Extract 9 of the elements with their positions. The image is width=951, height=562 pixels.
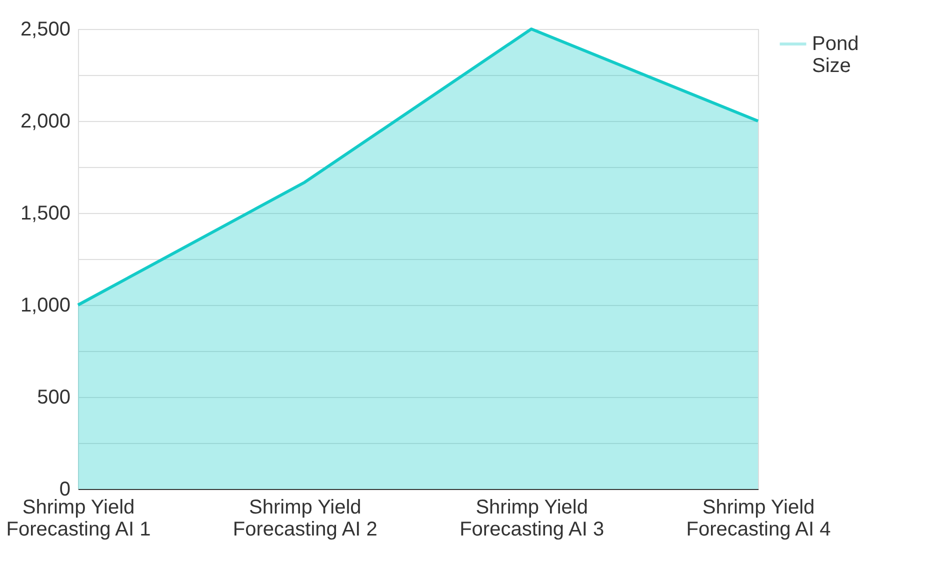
y-tick-label: 2,000 [20, 110, 70, 132]
legend-label: Pond Size [812, 33, 859, 77]
x-tick-label: Shrimp Yield Forecasting AI 4 [686, 496, 831, 540]
x-tick-label: Shrimp Yield Forecasting AI 2 [232, 496, 378, 540]
x-tick-label: Shrimp Yield Forecasting AI 3 [460, 496, 604, 540]
y-tick-label: 1,500 [20, 202, 70, 224]
y-tick-label: 2,500 [20, 18, 70, 40]
y-tick-label: 1,000 [20, 294, 70, 316]
y-tick-label: 500 [37, 386, 70, 408]
